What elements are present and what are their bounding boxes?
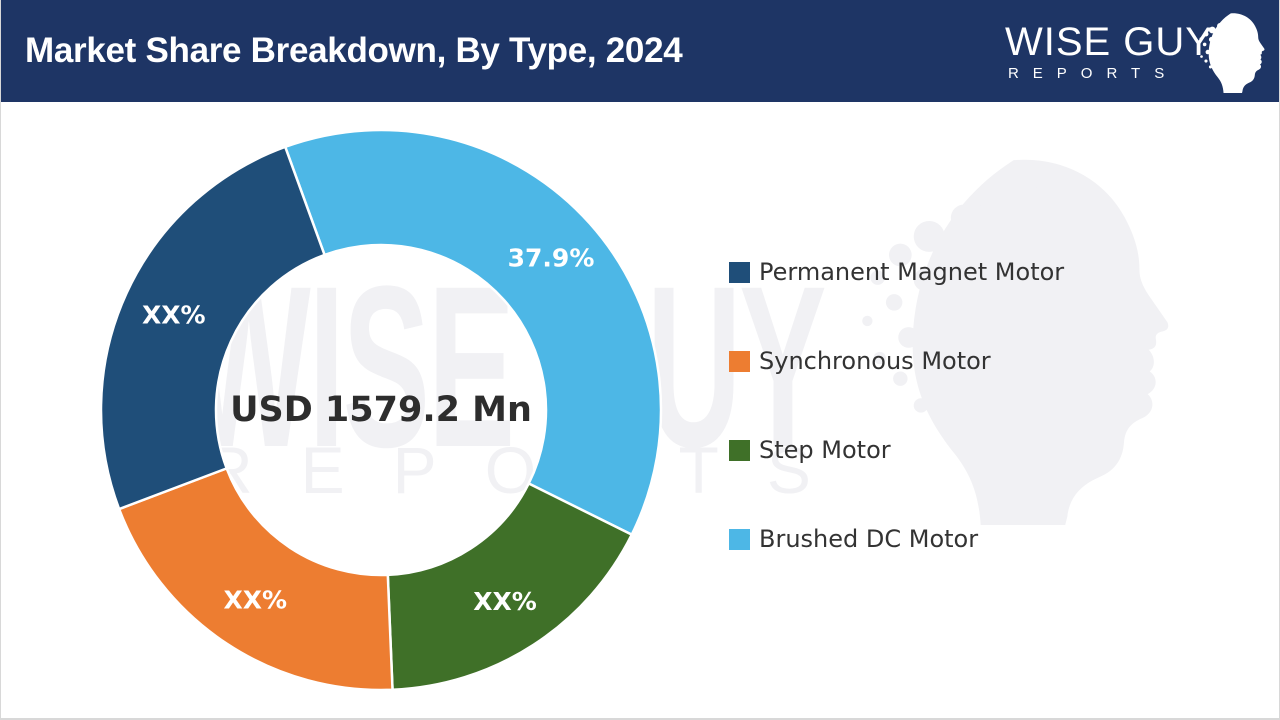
slice-label: XX% bbox=[142, 300, 206, 329]
legend-swatch bbox=[729, 261, 750, 283]
legend-swatch bbox=[729, 528, 750, 550]
donut-center-value: USD 1579.2 Mn bbox=[230, 390, 532, 430]
legend-item-synchronous-motor: Synchronous Motor bbox=[729, 346, 1064, 376]
donut-segment-synchronous-motor bbox=[117, 467, 394, 692]
page-title: Market Share Breakdown, By Type, 2024 bbox=[25, 31, 683, 70]
slice-label: XX% bbox=[223, 586, 287, 615]
legend-item-permanent-magnet-motor: Permanent Magnet Motor bbox=[729, 257, 1064, 287]
header-bar: Market Share Breakdown, By Type, 2024 WI… bbox=[1, 0, 1279, 102]
legend-swatch bbox=[729, 350, 750, 372]
donut-segment-brushed-dc-motor bbox=[283, 128, 663, 536]
legend-swatch bbox=[729, 439, 750, 461]
donut-segment-step-motor bbox=[386, 482, 633, 692]
chart-legend: Permanent Magnet Motor Synchronous Motor… bbox=[729, 257, 1064, 613]
donut-chart: 37.9% XX% XX% XX% USD 1579.2 Mn bbox=[99, 128, 663, 692]
donut-segment-permanent-magnet-motor bbox=[99, 145, 326, 511]
logo-wordmark: WISE GUY bbox=[1004, 20, 1213, 64]
logo-subtitle: REPORTS bbox=[1007, 65, 1179, 82]
slice-label: XX% bbox=[473, 587, 537, 616]
legend-item-step-motor: Step Motor bbox=[729, 435, 1064, 465]
legend-item-brushed-dc-motor: Brushed DC Motor bbox=[729, 524, 1064, 554]
logo-head-icon bbox=[1197, 12, 1265, 93]
wise-guy-logo: WISE GUY REPORTS bbox=[1005, 12, 1269, 93]
chart-area: WISE GUY REPORTS 37.9% XX% XX% XX% USD 1579… bbox=[1, 102, 1279, 718]
slice-label: 37.9% bbox=[508, 244, 595, 273]
watermark-subtitle: REPORTS bbox=[205, 433, 859, 507]
